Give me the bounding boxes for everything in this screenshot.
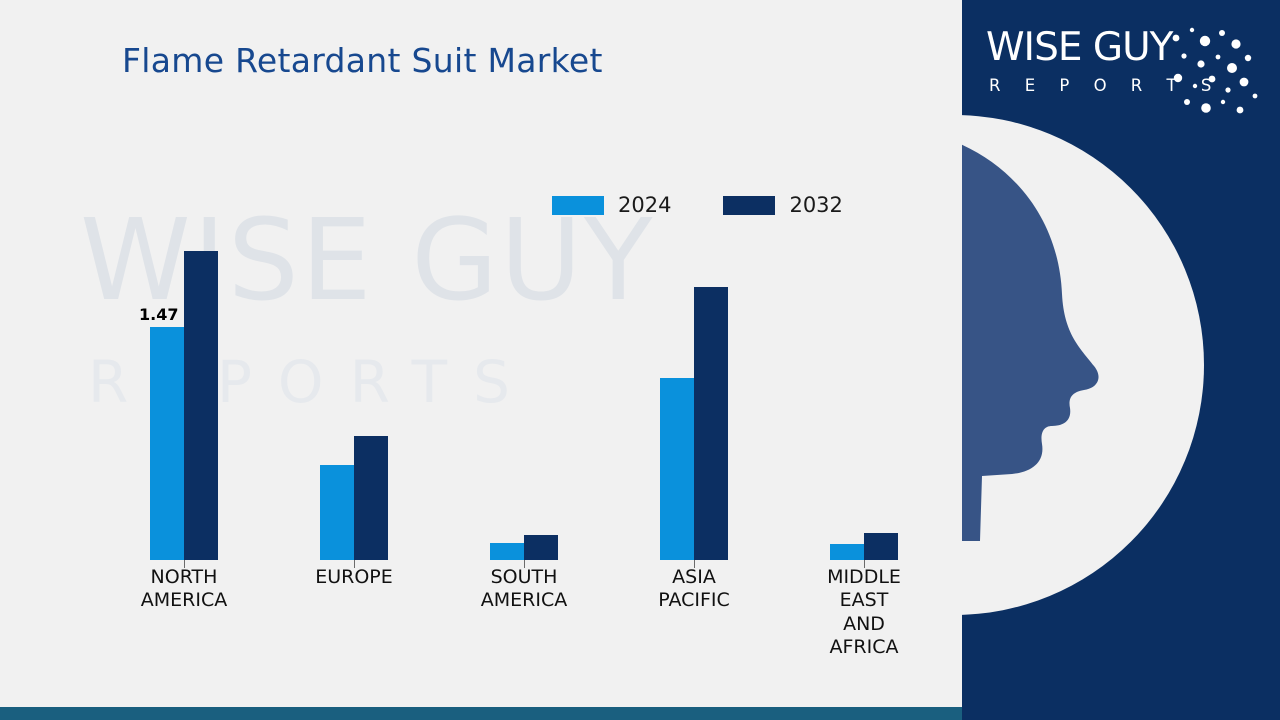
bar-2032-south-america[interactable] xyxy=(524,534,558,560)
bar-2024-middle-east-and-africa[interactable] xyxy=(830,544,864,560)
legend-item-2032[interactable]: 2032 xyxy=(723,193,843,217)
page-title: Flame Retardant Suit Market xyxy=(122,41,603,80)
x-axis-label-south-america: SOUTH AMERICA xyxy=(480,566,568,612)
bar-2032-asia-pacific[interactable] xyxy=(694,287,728,560)
bar-2032-middle-east-and-africa[interactable] xyxy=(864,533,898,560)
chart-panel: WISE GUY REPORTS Flame Retardant Suit Ma… xyxy=(0,41,962,720)
axis-tick xyxy=(864,560,865,568)
bar-2032-north-america[interactable] xyxy=(184,250,218,560)
axis-tick xyxy=(524,560,525,568)
x-axis-label-north-america: NORTH AMERICA xyxy=(140,566,228,612)
x-axis-label-europe: EUROPE xyxy=(315,566,393,588)
x-axis-label-asia-pacific: ASIA PACIFIC xyxy=(658,566,730,612)
dot-pattern-icon xyxy=(1172,27,1258,114)
bar-2032-europe[interactable] xyxy=(354,436,388,560)
branding-panel: WISE GUY R E P O R T S xyxy=(962,0,1280,720)
bar-value-label: 1.47 xyxy=(139,305,179,324)
logo-secondary-text: R E P O R T S xyxy=(989,76,1221,95)
bar-2024-europe[interactable] xyxy=(320,464,354,560)
axis-tick xyxy=(354,560,355,568)
logo-primary-text: WISE GUY xyxy=(986,25,1173,70)
head-profile-icon xyxy=(962,144,1099,541)
x-axis-label-middle-east-and-africa: MIDDLE EAST AND AFRICA xyxy=(827,566,901,659)
legend-swatch-2024-icon xyxy=(552,195,604,215)
bar-2024-north-america[interactable] xyxy=(150,327,184,560)
legend-label-2032: 2032 xyxy=(789,193,843,217)
legend-label-2024: 2024 xyxy=(618,193,672,217)
legend-swatch-2032-icon xyxy=(723,195,776,215)
bar-2024-asia-pacific[interactable] xyxy=(660,377,694,560)
bar-chart-plot: 1.47 NORTH AMERICA EUROPE SOUTH AMERICA ASIA PA… xyxy=(139,250,901,659)
axis-tick xyxy=(184,560,185,568)
logo: WISE GUY R E P O R T S xyxy=(986,25,1258,114)
axis-tick xyxy=(694,560,695,568)
legend-item-2024[interactable]: 2024 xyxy=(552,193,671,217)
footer-accent-bar xyxy=(0,707,962,720)
bar-2024-south-america[interactable] xyxy=(490,542,524,560)
chart-legend: 2024 2032 xyxy=(552,193,843,217)
